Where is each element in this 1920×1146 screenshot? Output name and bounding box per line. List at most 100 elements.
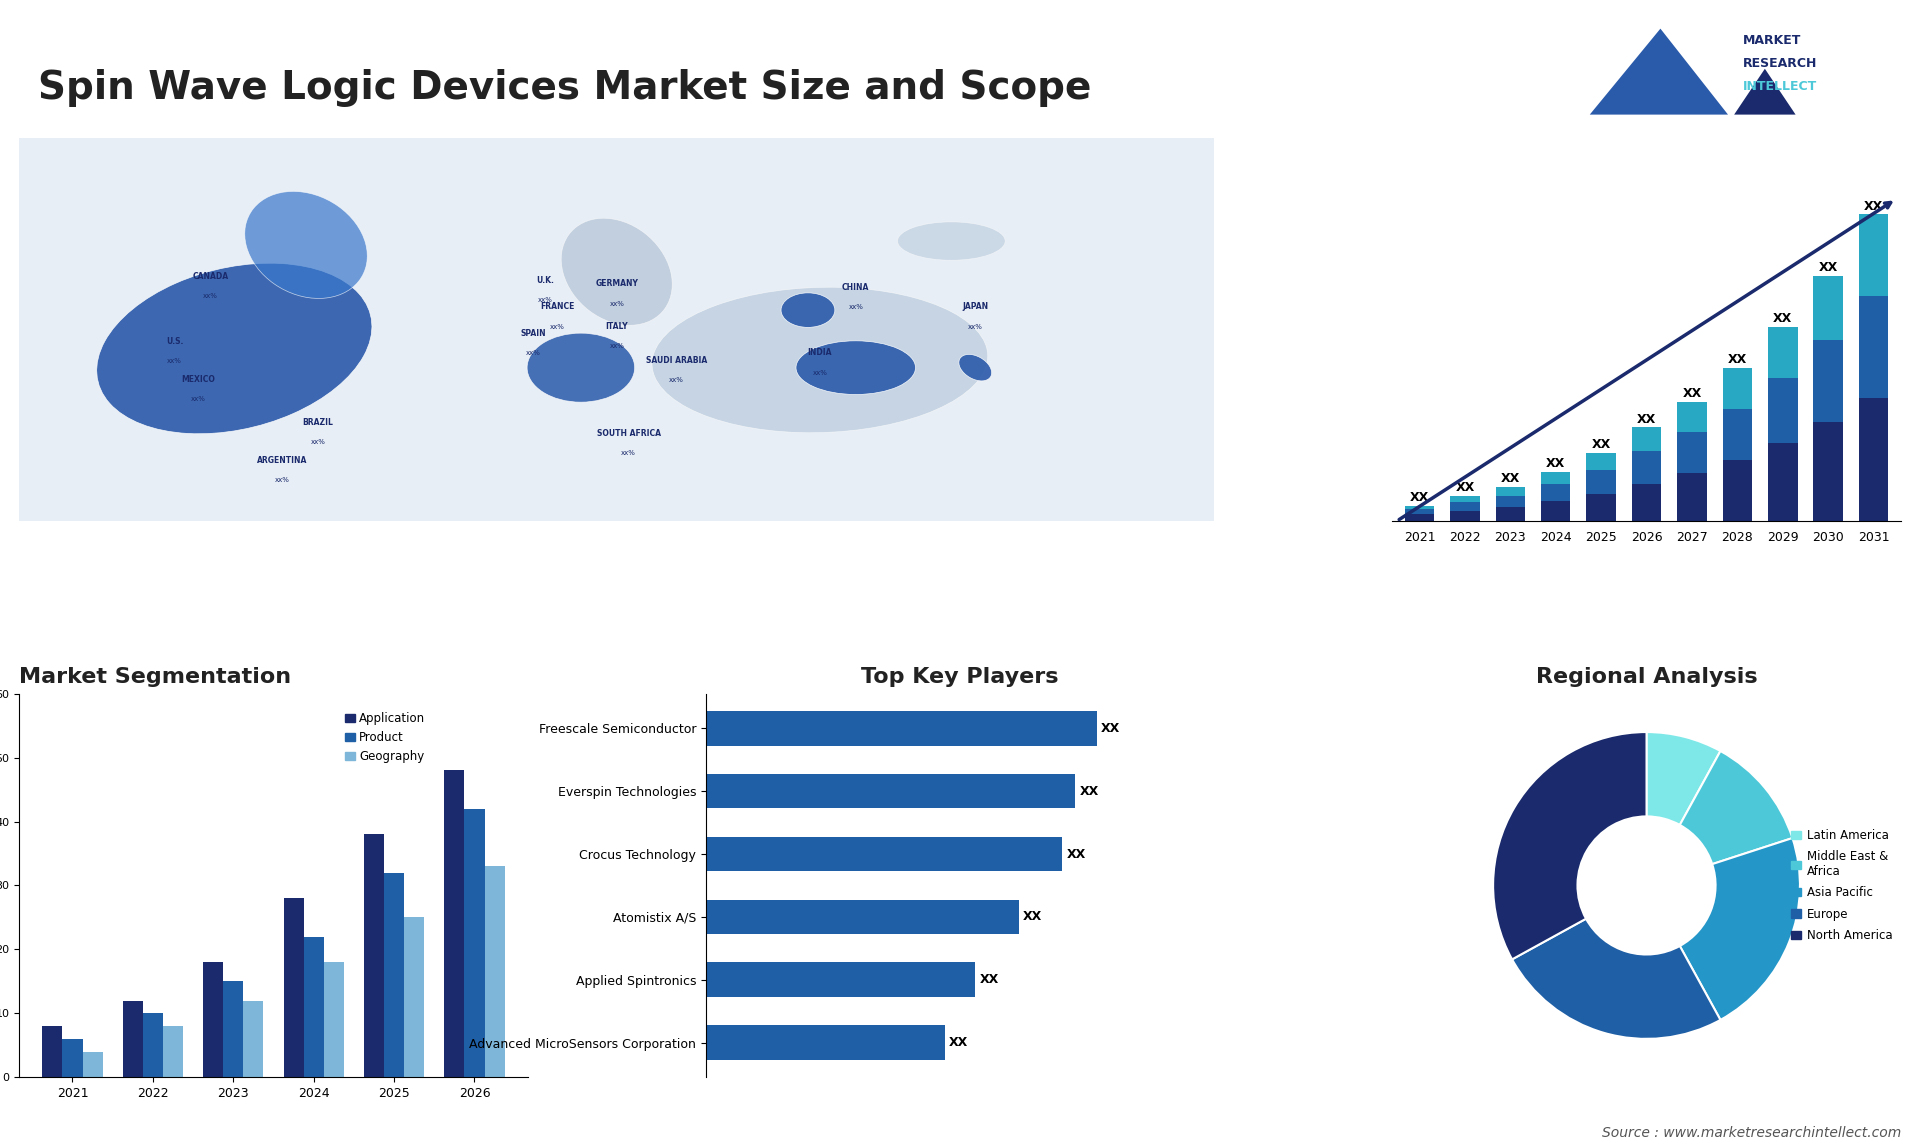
Text: ITALY: ITALY [605,322,628,331]
Bar [1768,442,1797,521]
Text: INDIA: INDIA [808,348,831,358]
Bar [1496,487,1524,495]
Bar [1859,296,1887,399]
Text: xx%: xx% [622,450,636,456]
Bar [223,981,244,1077]
Bar [83,1052,102,1077]
Text: xx%: xx% [609,343,624,348]
Text: XX: XX [1818,261,1837,274]
Text: xx%: xx% [812,369,828,376]
Bar [1405,505,1434,509]
Text: INTELLECT: INTELLECT [1743,80,1818,93]
Bar [1768,378,1797,442]
Bar [123,1000,142,1077]
Text: XX: XX [1066,848,1085,861]
Bar [1678,473,1707,521]
Text: XX: XX [979,973,998,987]
Ellipse shape [958,354,991,380]
Text: U.S.: U.S. [165,337,182,346]
Text: xx%: xx% [538,297,553,303]
Text: xx%: xx% [668,377,684,383]
Bar [707,1026,945,1060]
Ellipse shape [897,222,1006,260]
Bar [484,866,505,1077]
Bar [1586,470,1617,494]
Text: XX: XX [1023,910,1043,924]
Bar [444,770,465,1077]
Ellipse shape [528,333,636,402]
Bar [365,834,384,1077]
Text: MEXICO: MEXICO [182,376,215,384]
Bar [707,712,1096,746]
Bar [63,1039,83,1077]
Wedge shape [1647,732,1720,825]
Wedge shape [1680,838,1799,1020]
Bar [1586,453,1617,470]
Bar [1678,432,1707,473]
Text: XX: XX [1638,413,1657,425]
Wedge shape [1494,732,1647,959]
Ellipse shape [561,218,672,325]
Bar [1496,508,1524,521]
Bar [1542,501,1571,521]
Bar [1632,484,1661,521]
Text: XX: XX [1102,722,1121,735]
Text: xx%: xx% [549,323,564,330]
Bar [1859,399,1887,521]
Bar [1450,496,1480,502]
Bar [707,900,1020,934]
Legend: Latin America, Middle East &
Africa, Asia Pacific, Europe, North America: Latin America, Middle East & Africa, Asi… [1788,824,1897,947]
Text: RESEARCH: RESEARCH [1743,57,1818,70]
Legend: Application, Product, Geography: Application, Product, Geography [340,707,430,768]
Text: XX: XX [1501,472,1521,485]
Bar [1632,452,1661,484]
Bar [384,872,403,1077]
Ellipse shape [781,293,835,328]
Text: XX: XX [1409,490,1428,504]
Text: xx%: xx% [190,397,205,402]
Text: XX: XX [1455,481,1475,494]
Wedge shape [1680,751,1793,864]
Bar [1586,494,1617,521]
Text: FRANCE: FRANCE [540,303,574,312]
Text: CANADA: CANADA [192,272,228,281]
Text: xx%: xx% [968,323,983,330]
Bar [1542,484,1571,501]
Ellipse shape [244,191,367,298]
Text: BRAZIL: BRAZIL [303,417,334,426]
Bar [1496,495,1524,508]
Bar [142,1013,163,1077]
Bar [465,809,484,1077]
Bar [1722,368,1753,409]
Text: Source : www.marketresearchintellect.com: Source : www.marketresearchintellect.com [1601,1127,1901,1140]
Bar [1722,409,1753,460]
Text: XX: XX [1079,785,1098,798]
Text: XX: XX [948,1036,968,1049]
Text: XX: XX [1728,353,1747,366]
Text: CHINA: CHINA [843,283,870,292]
Bar [1542,472,1571,484]
Text: JAPAN: JAPAN [962,303,989,312]
Text: XX: XX [1682,387,1701,400]
Ellipse shape [96,264,372,434]
Polygon shape [1590,29,1728,115]
Bar [707,963,975,997]
Bar [1632,427,1661,452]
Text: GERMANY: GERMANY [595,280,637,289]
Text: U.K.: U.K. [536,275,555,284]
Text: XX: XX [1774,312,1793,325]
Text: Market Segmentation: Market Segmentation [19,667,292,686]
Text: xx%: xx% [311,439,324,445]
Bar [1405,515,1434,521]
Bar [707,837,1062,871]
Text: XX: XX [1864,199,1884,212]
Ellipse shape [653,288,987,433]
Bar [324,963,344,1077]
Text: xx%: xx% [204,293,217,299]
Bar [244,1000,263,1077]
Wedge shape [1513,919,1720,1039]
Bar [403,918,424,1077]
Bar [1812,422,1843,521]
Title: Regional Analysis: Regional Analysis [1536,667,1757,686]
Text: SPAIN: SPAIN [520,329,545,338]
